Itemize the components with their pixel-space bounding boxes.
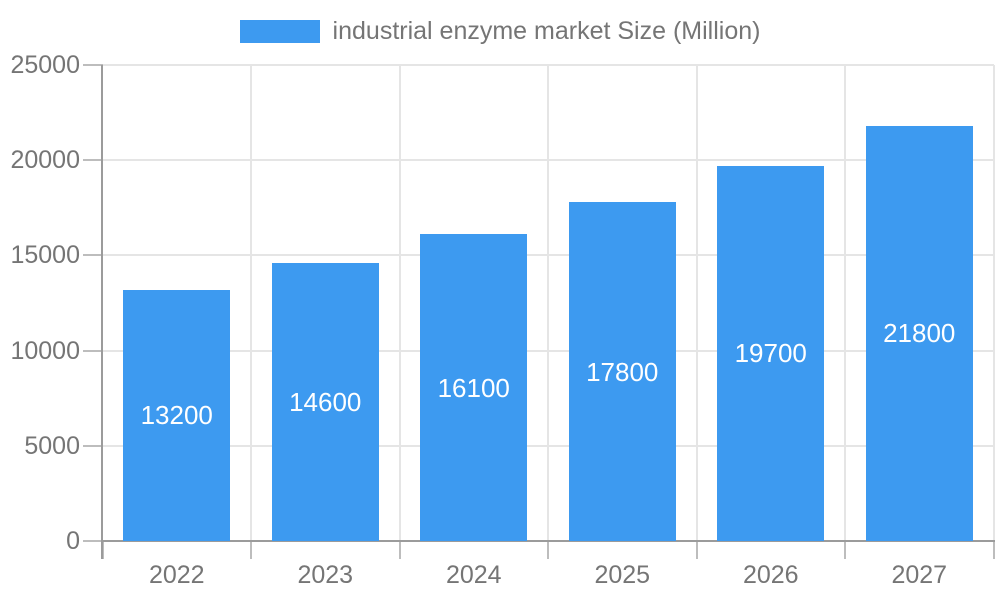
gridline-vertical [250, 65, 252, 541]
y-axis-label: 20000 [10, 146, 80, 175]
x-axis-label: 2025 [594, 561, 651, 589]
bar[interactable]: 17800 [568, 202, 676, 541]
gridline-vertical [844, 65, 846, 541]
gridline-vertical [547, 65, 549, 541]
bar-value-label: 14600 [289, 387, 362, 417]
x-axis-tick [547, 541, 549, 559]
y-axis-tick [82, 540, 103, 542]
y-axis-label: 25000 [10, 51, 80, 79]
y-axis-tick [82, 64, 103, 66]
bar-value-label: 13200 [140, 400, 213, 431]
bar-value-label: 21800 [883, 318, 956, 349]
x-axis-line [101, 540, 995, 542]
y-axis-tick [82, 349, 103, 352]
y-axis-label: 10000 [10, 336, 80, 365]
y-axis-label: 0 [66, 527, 80, 555]
bar-value-label: 16100 [437, 372, 510, 403]
x-axis-label: 2022 [148, 561, 205, 589]
x-axis-tick [844, 541, 846, 559]
bar[interactable]: 14600 [271, 263, 379, 541]
x-axis-tick [398, 541, 401, 559]
y-axis-line [101, 65, 103, 559]
gridline-vertical [398, 65, 401, 541]
y-axis-label: 15000 [10, 241, 80, 270]
legend: industrial enzyme market Size (Million) [0, 17, 1000, 46]
x-axis-label: 2026 [742, 561, 799, 589]
y-axis-tick [82, 254, 103, 257]
y-axis-tick [82, 444, 103, 447]
x-axis-tick [250, 541, 252, 559]
legend-label: industrial enzyme market Size (Million) [332, 17, 761, 45]
x-axis-tick [992, 541, 995, 559]
gridline-vertical [992, 65, 995, 541]
x-axis-label: 2027 [891, 561, 948, 589]
bar[interactable]: 19700 [717, 165, 825, 541]
legend-swatch-icon [239, 20, 320, 43]
bar[interactable]: 21800 [865, 125, 973, 541]
x-axis-label: 2023 [297, 561, 354, 589]
bar[interactable]: 13200 [123, 289, 231, 541]
y-axis-label: 5000 [24, 431, 80, 460]
bar-value-label: 17800 [586, 356, 659, 387]
y-axis-tick [82, 159, 103, 162]
bar[interactable]: 16100 [420, 234, 528, 541]
bar-value-label: 19700 [734, 338, 807, 369]
gridline-vertical [695, 65, 698, 541]
legend-item[interactable]: industrial enzyme market Size (Million) [239, 17, 761, 46]
x-axis-tick [695, 541, 698, 559]
x-axis-label: 2024 [445, 561, 502, 589]
